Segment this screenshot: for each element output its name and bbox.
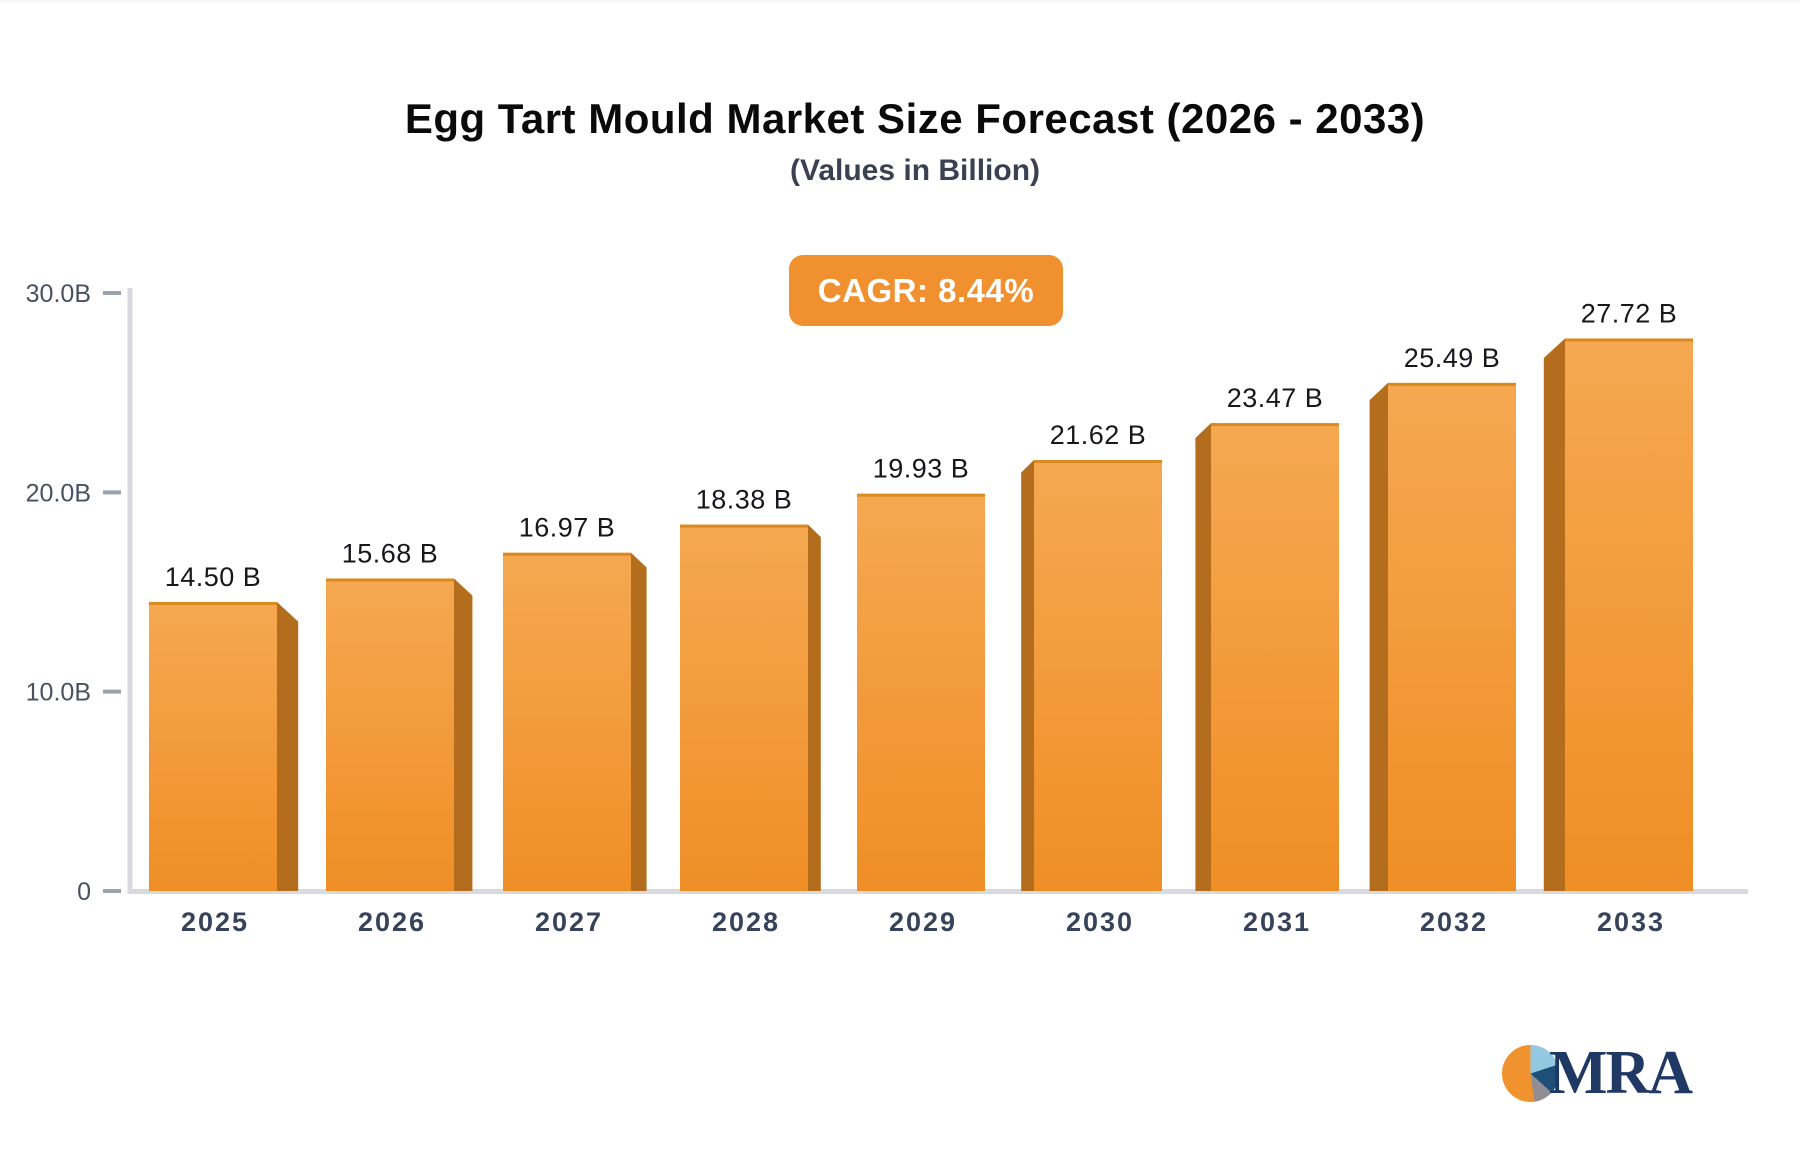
bar-value-label: 14.50 B (165, 562, 262, 592)
chart-header: Egg Tart Mould Market Size Forecast (202… (20, 95, 1800, 188)
bar-side-face (1195, 423, 1211, 891)
x-tick-label-2025: 2025 (181, 907, 249, 937)
cagr-badge: CAGR: 8.44% (789, 255, 1063, 326)
bar-value-label: 18.38 B (696, 485, 793, 515)
chart-title: Egg Tart Mould Market Size Forecast (202… (404, 95, 1426, 142)
cagr-badge-label: CAGR: 8.44% (817, 271, 1035, 309)
x-tick-label-2033: 2033 (1597, 907, 1665, 937)
bar-2028[interactable] (680, 524, 821, 891)
bar-side-face (1543, 338, 1565, 891)
bar-front-face (149, 601, 277, 891)
y-tick-label: 20.0B (26, 479, 91, 507)
bar-front-face (326, 578, 454, 891)
bar-side-face (631, 552, 647, 891)
bar-2025[interactable] (149, 601, 299, 891)
bar-value-label: 25.49 B (1404, 343, 1501, 373)
bar-side-face (1369, 382, 1388, 891)
y-tick-label: 30.0B (26, 280, 91, 308)
bar-2030[interactable] (1021, 460, 1162, 891)
y-tick-label: 0 (77, 878, 91, 906)
bar-value-label: 16.97 B (519, 513, 616, 543)
bar-value-label: 21.62 B (1050, 420, 1147, 450)
bar-value-label: 27.72 B (1581, 298, 1678, 328)
bar-2033[interactable] (1543, 338, 1693, 891)
bar-side-face (454, 578, 473, 891)
y-tick-label: 10.0B (26, 679, 91, 707)
bar-2029[interactable] (857, 493, 985, 891)
x-tick-label-2026: 2026 (358, 907, 426, 937)
x-tick-label-2028: 2028 (712, 907, 780, 937)
x-tick-label-2031: 2031 (1243, 907, 1311, 937)
bar-front-face (1565, 338, 1693, 891)
bar-2027[interactable] (503, 552, 647, 891)
bar-2031[interactable] (1195, 423, 1339, 891)
bar-side-face (277, 601, 299, 891)
bar-front-face (680, 524, 808, 891)
x-tick-label-2029: 2029 (889, 907, 957, 937)
chart-subtitle: (Values in Billion) (789, 154, 1041, 188)
bar-front-face (1211, 423, 1339, 891)
mra-logo: MRA (1502, 1039, 1693, 1107)
bar-value-label: 19.93 B (873, 454, 970, 484)
bar-side-face (808, 524, 821, 891)
bar-front-face (1388, 382, 1516, 891)
bar-front-face (1034, 460, 1162, 891)
x-tick-label-2027: 2027 (535, 907, 603, 937)
bar-front-face (503, 552, 631, 891)
bar-side-face (1021, 460, 1034, 891)
bar-2026[interactable] (326, 578, 473, 891)
bar-value-label: 15.68 B (342, 538, 439, 568)
bar-value-label: 23.47 B (1227, 383, 1324, 413)
bar-front-face (857, 493, 985, 891)
bar-chart: 0 10.0B 20.0B 30.0B 14.50 B 2025 15.68 B 2026 16… (26, 280, 1748, 937)
bar-2032[interactable] (1369, 382, 1516, 891)
x-tick-label-2032: 2032 (1420, 907, 1488, 937)
pie-chart-icon (1502, 1044, 1559, 1102)
logo-text: MRA (1549, 1039, 1693, 1107)
x-tick-label-2030: 2030 (1066, 907, 1134, 937)
